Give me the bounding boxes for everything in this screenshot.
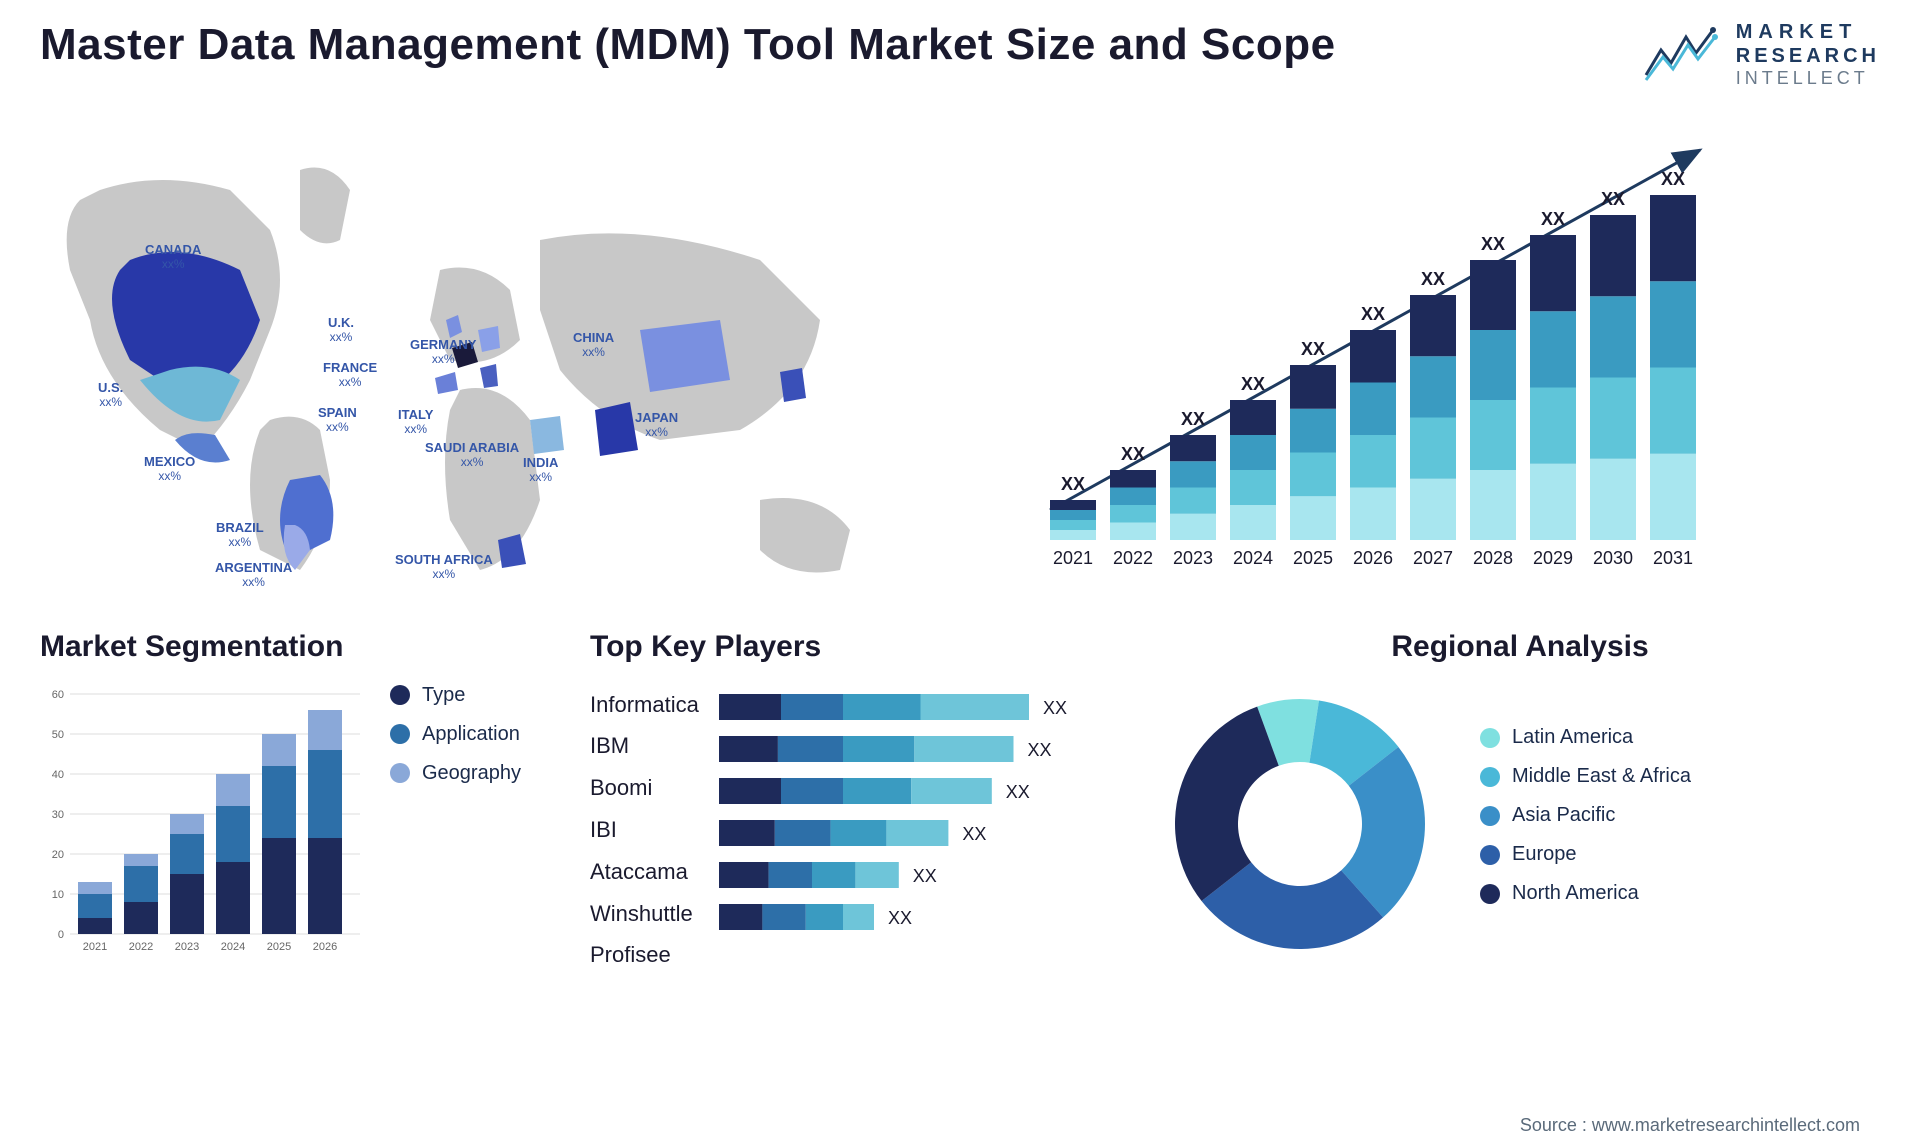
svg-text:2023: 2023 xyxy=(175,941,199,953)
svg-text:0: 0 xyxy=(58,929,64,941)
svg-text:2022: 2022 xyxy=(129,941,153,953)
svg-text:30: 30 xyxy=(52,809,64,821)
svg-text:10: 10 xyxy=(52,889,64,901)
svg-text:2024: 2024 xyxy=(221,941,245,953)
players-list: InformaticaIBMBoomiIBIAtaccamaWinshuttle… xyxy=(590,684,699,984)
svg-text:XX: XX xyxy=(1541,209,1565,229)
legend-item: Latin America xyxy=(1480,726,1691,749)
svg-text:2025: 2025 xyxy=(1293,548,1333,568)
logo: MARKET RESEARCH INTELLECT xyxy=(1641,20,1880,90)
legend-item: Europe xyxy=(1480,843,1691,866)
players-section: Top Key Players InformaticaIBMBoomiIBIAt… xyxy=(590,630,1130,984)
svg-text:2021: 2021 xyxy=(1053,548,1093,568)
segmentation-chart: 0 10 20 30 40 50 60 2021 2022 2023 2024 2025 2026 xyxy=(40,684,360,964)
player-item: Winshuttle xyxy=(590,893,699,935)
region-title: Regional Analysis xyxy=(1160,630,1880,664)
players-chart: XX XX XX XX XX XX xyxy=(719,684,1089,984)
legend-item: Geography xyxy=(390,762,521,785)
svg-text:2031: 2031 xyxy=(1653,548,1693,568)
svg-text:2022: 2022 xyxy=(1113,548,1153,568)
player-item: Ataccama xyxy=(590,851,699,893)
map-label: ARGENTINAxx% xyxy=(215,560,292,590)
map-label: BRAZILxx% xyxy=(216,520,264,550)
map-label: JAPANxx% xyxy=(635,410,678,440)
map-label: U.S.xx% xyxy=(98,380,123,410)
segmentation-title: Market Segmentation xyxy=(40,630,560,664)
svg-text:2026: 2026 xyxy=(1353,548,1393,568)
segmentation-legend: Type Application Geography xyxy=(390,684,521,964)
svg-text:2025: 2025 xyxy=(267,941,291,953)
svg-text:2029: 2029 xyxy=(1533,548,1573,568)
map-label: CANADAxx% xyxy=(145,242,201,272)
svg-text:XX: XX xyxy=(1121,444,1145,464)
svg-text:XX: XX xyxy=(1361,304,1385,324)
svg-text:40: 40 xyxy=(52,769,64,781)
svg-text:XX: XX xyxy=(1481,234,1505,254)
legend-item: Asia Pacific xyxy=(1480,804,1691,827)
growth-chart: XX 2021 XX 2022 XX 2023 XX 2024 XX 2025 XX 2026 XX 20… xyxy=(1020,120,1880,580)
world-map: CANADAxx%U.S.xx%MEXICOxx%BRAZILxx%ARGENT… xyxy=(40,120,980,580)
page-title: Master Data Management (MDM) Tool Market… xyxy=(40,20,1336,70)
map-label: SPAINxx% xyxy=(318,405,357,435)
svg-text:2027: 2027 xyxy=(1413,548,1453,568)
map-label: INDIAxx% xyxy=(523,455,558,485)
player-item: IBM xyxy=(590,725,699,767)
player-item: IBI xyxy=(590,809,699,851)
map-label: GERMANYxx% xyxy=(410,337,476,367)
map-label: U.K.xx% xyxy=(328,315,354,345)
map-label: ITALYxx% xyxy=(398,407,433,437)
map-label: SOUTH AFRICAxx% xyxy=(395,552,493,582)
svg-text:XX: XX xyxy=(888,908,912,928)
svg-text:XX: XX xyxy=(962,824,986,844)
map-label: FRANCExx% xyxy=(323,360,377,390)
svg-text:XX: XX xyxy=(1061,474,1085,494)
svg-text:50: 50 xyxy=(52,729,64,741)
svg-text:XX: XX xyxy=(1043,698,1067,718)
svg-text:2028: 2028 xyxy=(1473,548,1513,568)
svg-text:XX: XX xyxy=(1241,374,1265,394)
svg-text:2026: 2026 xyxy=(313,941,337,953)
row1: CANADAxx%U.S.xx%MEXICOxx%BRAZILxx%ARGENT… xyxy=(40,120,1880,580)
svg-text:XX: XX xyxy=(1601,189,1625,209)
svg-text:60: 60 xyxy=(52,689,64,701)
row2: Market Segmentation 0 10 20 30 40 50 60 2021 202… xyxy=(40,630,1880,984)
player-item: Informatica xyxy=(590,684,699,726)
region-section: Regional Analysis Latin America Middle Ea… xyxy=(1160,630,1880,984)
map-svg xyxy=(40,120,980,580)
map-label: MEXICOxx% xyxy=(144,454,195,484)
player-item: Profisee xyxy=(590,934,699,976)
growth-chart-svg: XX 2021 XX 2022 XX 2023 XX 2024 XX 2025 XX 2026 XX 20… xyxy=(1020,120,1740,580)
legend-item: Type xyxy=(390,684,521,707)
region-legend: Latin America Middle East & Africa Asia Pa… xyxy=(1480,726,1691,921)
map-label: CHINAxx% xyxy=(573,330,614,360)
svg-text:XX: XX xyxy=(1006,782,1030,802)
svg-text:XX: XX xyxy=(913,866,937,886)
svg-text:XX: XX xyxy=(1301,339,1325,359)
legend-item: Middle East & Africa xyxy=(1480,765,1691,788)
player-item: Boomi xyxy=(590,767,699,809)
svg-text:XX: XX xyxy=(1181,409,1205,429)
svg-text:XX: XX xyxy=(1661,169,1685,189)
svg-text:2023: 2023 xyxy=(1173,548,1213,568)
svg-text:XX: XX xyxy=(1421,269,1445,289)
segmentation-section: Market Segmentation 0 10 20 30 40 50 60 2021 202… xyxy=(40,630,560,984)
source-text: Source : www.marketresearchintellect.com xyxy=(1520,1115,1860,1136)
header: Master Data Management (MDM) Tool Market… xyxy=(40,20,1880,90)
svg-text:2024: 2024 xyxy=(1233,548,1273,568)
map-label: SAUDI ARABIAxx% xyxy=(425,440,519,470)
legend-item: Application xyxy=(390,723,521,746)
svg-text:XX: XX xyxy=(1027,740,1051,760)
region-donut xyxy=(1160,684,1440,964)
svg-text:20: 20 xyxy=(52,849,64,861)
svg-text:2030: 2030 xyxy=(1593,548,1633,568)
players-title: Top Key Players xyxy=(590,630,1130,664)
logo-icon xyxy=(1641,25,1721,85)
svg-text:2021: 2021 xyxy=(83,941,107,953)
legend-item: North America xyxy=(1480,882,1691,905)
logo-text: MARKET RESEARCH INTELLECT xyxy=(1736,20,1880,90)
